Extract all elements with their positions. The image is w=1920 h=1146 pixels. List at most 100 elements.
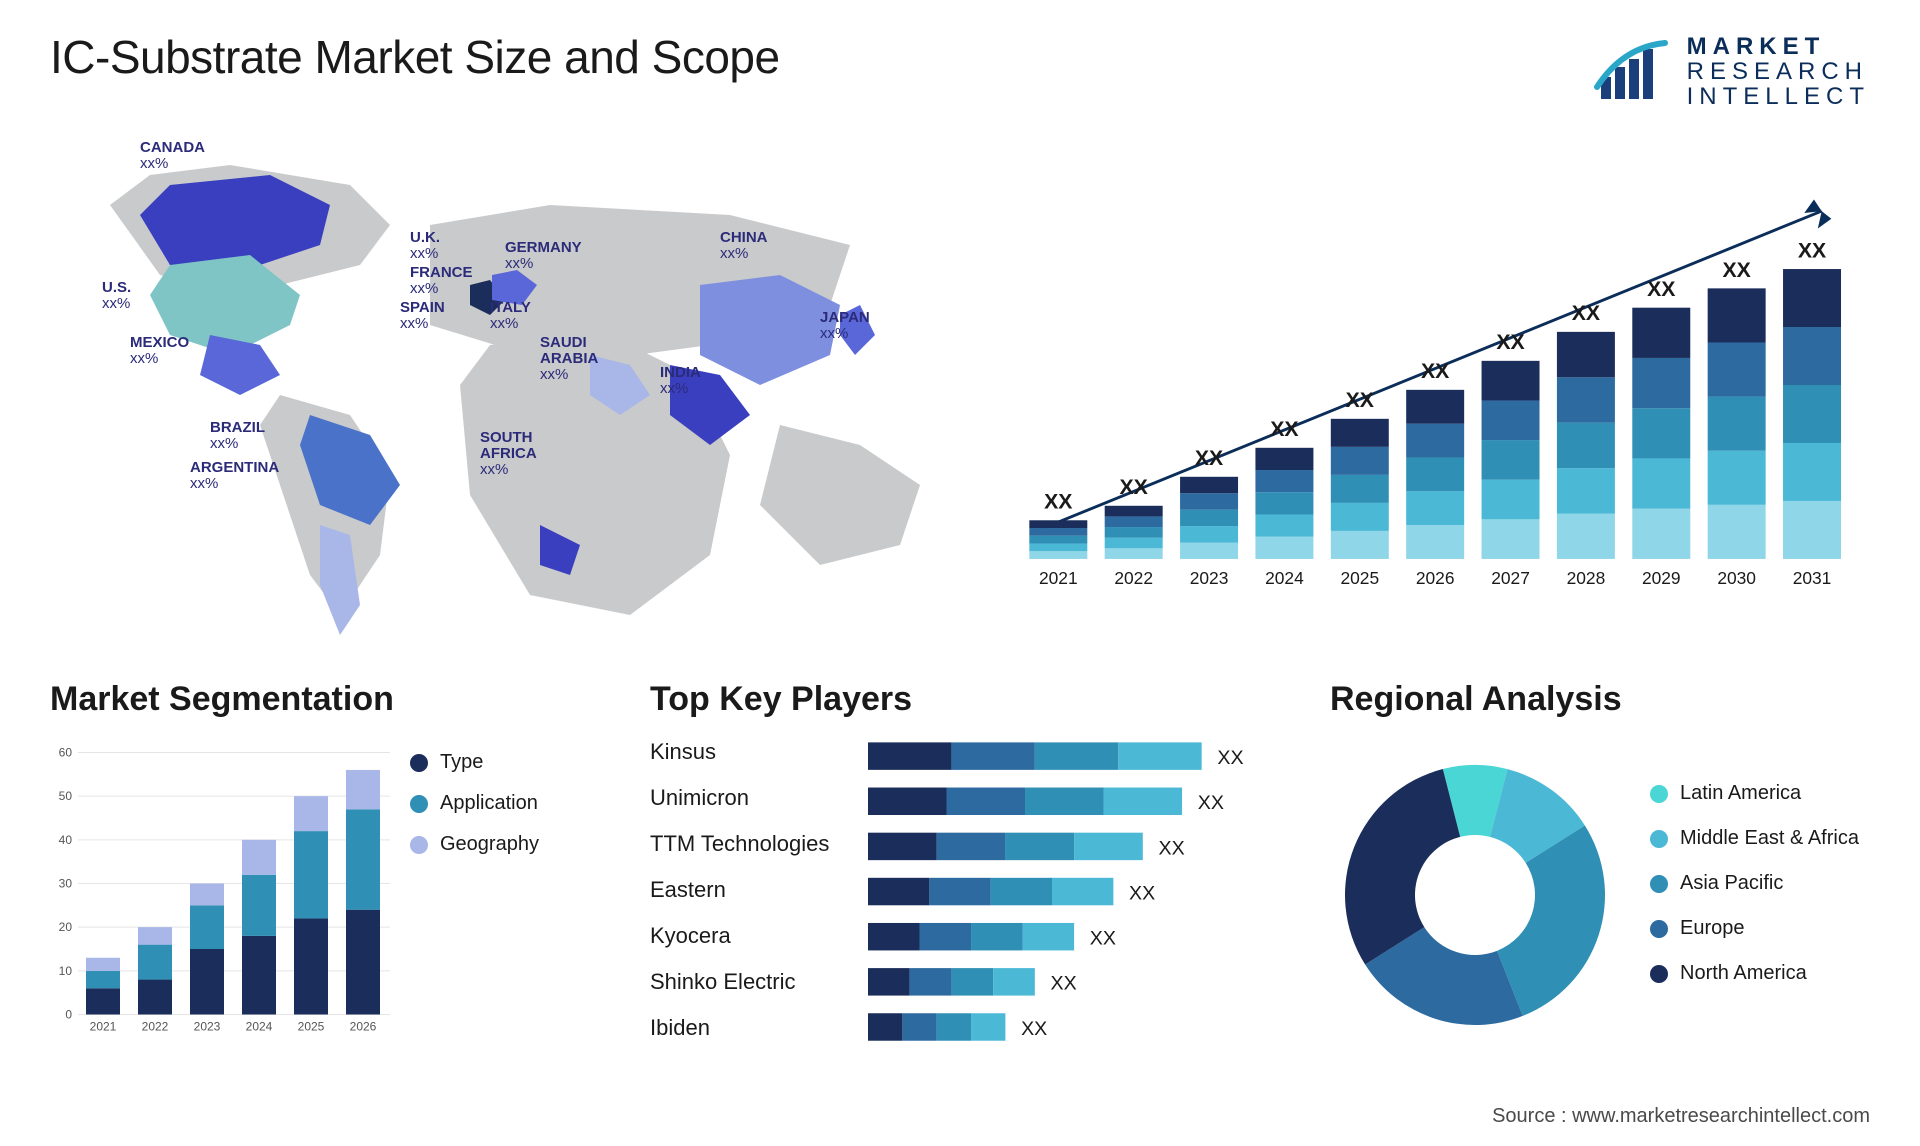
svg-text:2022: 2022 [1114,568,1153,588]
svg-text:XX: XX [1270,417,1298,441]
legend-label: Middle East & Africa [1680,827,1859,850]
growth-chart-panel: XX2021XX2022XX2023XX2024XX2025XX2026XX20… [1010,120,1870,650]
svg-text:2028: 2028 [1567,568,1606,588]
country-label: BRAZILxx% [210,420,265,452]
country-name: MEXICO [130,334,189,351]
svg-text:2021: 2021 [90,1020,117,1034]
svg-text:2031: 2031 [1793,568,1832,588]
country-label: U.S.xx% [102,280,131,312]
svg-text:2022: 2022 [142,1020,169,1034]
legend-label: Application [440,792,538,815]
svg-text:2024: 2024 [1265,568,1304,588]
legend-swatch [410,754,428,772]
logo-text-2: RESEARCH [1687,59,1870,84]
country-name: FRANCE [410,264,473,281]
country-label: SOUTHAFRICAxx% [480,430,537,477]
page-title: IC-Substrate Market Size and Scope [50,30,780,84]
svg-text:2026: 2026 [350,1020,377,1034]
svg-text:2023: 2023 [194,1020,221,1034]
country-name: INDIA [660,364,701,381]
country-name: SOUTHAFRICA [480,429,537,462]
world-map [50,120,970,650]
country-name: GERMANY [505,239,582,256]
regional-legend: Latin America Middle East & Africa Asia Pa… [1650,782,1870,1007]
legend-label: Asia Pacific [1680,872,1783,895]
svg-text:20: 20 [59,920,73,934]
legend-swatch [1650,875,1668,893]
svg-text:XX: XX [1217,747,1243,769]
country-label: ITALYxx% [490,300,531,332]
legend-row: North America [1650,962,1870,985]
header: IC-Substrate Market Size and Scope MARKE… [50,30,1870,120]
svg-text:XX: XX [1496,330,1524,354]
country-name: SPAIN [400,299,445,316]
players-names: KinsusUnimicronTTM TechnologiesEasternKy… [650,729,850,1060]
svg-text:XX: XX [1346,388,1374,412]
player-name: Kyocera [650,913,850,959]
player-name: Kinsus [650,729,850,775]
legend-row: Middle East & Africa [1650,827,1870,850]
legend-swatch [1650,830,1668,848]
svg-text:XX: XX [1798,238,1826,262]
regional-title: Regional Analysis [1330,680,1870,719]
svg-text:2027: 2027 [1491,568,1530,588]
legend-label: Latin America [1680,782,1801,805]
svg-text:2024: 2024 [246,1020,273,1034]
country-name: CANADA [140,139,205,156]
country-label: GERMANYxx% [505,240,582,272]
logo-text-3: INTELLECT [1687,84,1870,109]
world-map-panel: CANADAxx%U.S.xx%MEXICOxx%BRAZILxx%ARGENT… [50,120,970,650]
legend-row: Latin America [1650,782,1870,805]
legend-swatch [1650,785,1668,803]
country-label: SAUDIARABIAxx% [540,335,598,382]
svg-text:40: 40 [59,833,73,847]
svg-text:XX: XX [1044,490,1072,514]
country-label: SPAINxx% [400,300,445,332]
svg-text:2021: 2021 [1039,568,1078,588]
country-label: ARGENTINAxx% [190,460,279,492]
legend-swatch [1650,965,1668,983]
legend-label: Type [440,751,483,774]
players-panel: Top Key Players KinsusUnimicronTTM Techn… [650,680,1290,1060]
svg-text:2025: 2025 [1340,568,1379,588]
country-name: BRAZIL [210,419,265,436]
country-pct: xx% [505,256,582,272]
legend-label: Europe [1680,917,1745,940]
legend-swatch [1650,920,1668,938]
country-pct: xx% [210,436,265,452]
country-pct: xx% [660,381,701,397]
svg-text:10: 10 [59,964,73,978]
svg-text:XX: XX [1129,882,1155,904]
brand-logo: MARKET RESEARCH INTELLECT [1593,30,1870,110]
players-chart: XXXXXXXXXXXXXX [868,729,1290,1060]
legend-label: North America [1680,962,1807,985]
country-label: U.K.xx% [410,230,440,262]
country-pct: xx% [720,246,768,262]
country-pct: xx% [140,156,205,172]
svg-text:XX: XX [1647,277,1675,301]
legend-row: Application [410,792,610,815]
country-name: JAPAN [820,309,870,326]
svg-text:XX: XX [1158,837,1184,859]
segmentation-title: Market Segmentation [50,680,610,719]
country-name: ITALY [490,299,531,316]
country-label: FRANCExx% [410,265,473,297]
segmentation-panel: Market Segmentation 01020304050602021202… [50,680,610,1060]
svg-text:XX: XX [1722,258,1750,282]
country-label: JAPANxx% [820,310,870,342]
svg-text:XX: XX [1051,973,1077,995]
svg-text:50: 50 [59,789,73,803]
country-pct: xx% [130,351,189,367]
svg-text:XX: XX [1195,446,1223,470]
svg-text:XX: XX [1090,928,1116,950]
country-pct: xx% [410,281,473,297]
segmentation-chart: 0102030405060202120222023202420252026 [50,729,390,1060]
svg-text:30: 30 [59,877,73,891]
svg-text:XX: XX [1120,475,1148,499]
regional-donut [1330,750,1620,1040]
legend-row: Asia Pacific [1650,872,1870,895]
legend-label: Geography [440,833,539,856]
svg-text:2030: 2030 [1717,568,1756,588]
country-label: CANADAxx% [140,140,205,172]
legend-swatch [410,795,428,813]
